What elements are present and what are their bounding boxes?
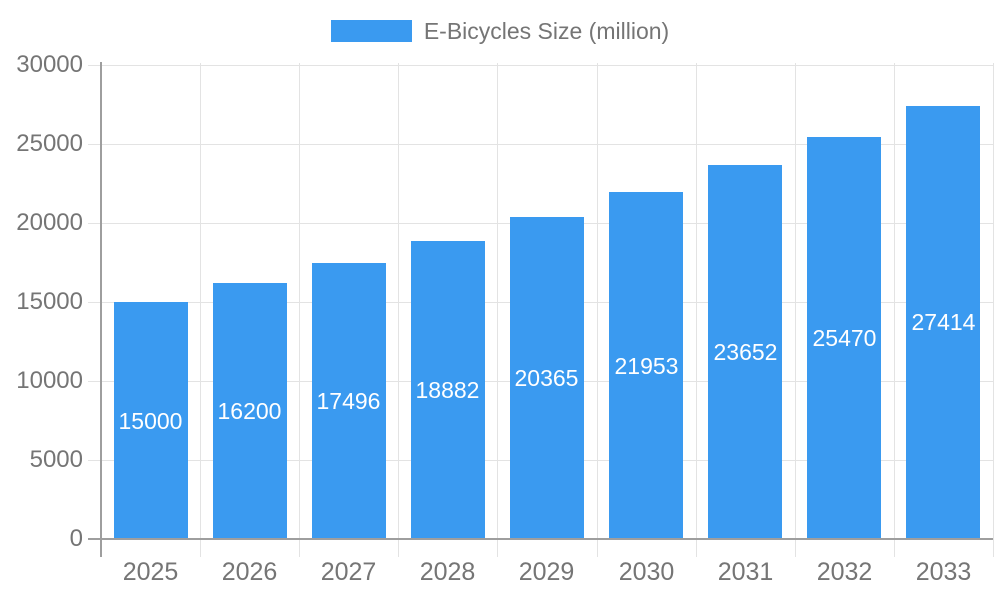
y-gridline [88, 65, 993, 66]
x-axis-tick-label: 2028 [419, 558, 476, 586]
y-axis-tick-label: 15000 [16, 288, 83, 315]
x-axis-tick-label: 2032 [816, 558, 873, 586]
y-axis-tick-label: 10000 [16, 367, 83, 394]
bar[interactable] [114, 302, 188, 538]
bar-value-label: 25470 [812, 325, 877, 351]
bar[interactable] [213, 283, 287, 538]
bar-value-label: 27414 [911, 309, 976, 335]
y-axis-line [100, 62, 102, 557]
bar[interactable] [609, 192, 683, 538]
bar[interactable] [708, 165, 782, 538]
x-gridline [200, 63, 201, 557]
x-axis-tick-label: 2031 [717, 558, 774, 586]
y-axis-tick-label: 30000 [16, 51, 83, 78]
y-axis-tick-label: 25000 [16, 130, 83, 157]
legend-label: E-Bicycles Size (million) [423, 17, 670, 44]
x-axis-tick-label: 2027 [320, 558, 377, 586]
x-gridline [497, 63, 498, 557]
y-axis-tick-label: 0 [69, 525, 83, 552]
x-axis-tick-label: 2025 [122, 558, 179, 586]
bar[interactable] [312, 263, 386, 538]
x-axis-line [88, 538, 993, 540]
x-gridline [696, 63, 697, 557]
x-gridline [894, 63, 895, 557]
bar[interactable] [510, 217, 584, 538]
y-gridline [88, 144, 993, 145]
bar-value-label: 17496 [316, 388, 381, 414]
x-gridline [597, 63, 598, 557]
y-axis-tick-label: 20000 [16, 209, 83, 236]
bar[interactable] [807, 137, 881, 538]
bar-value-label: 18882 [415, 377, 480, 403]
x-axis-tick-label: 2030 [618, 558, 675, 586]
x-axis-tick-label: 2029 [518, 558, 575, 586]
x-gridline [993, 63, 994, 557]
bar-value-label: 20365 [514, 365, 579, 391]
bar-value-label: 15000 [118, 408, 183, 434]
bar-value-label: 23652 [713, 339, 778, 365]
x-gridline [795, 63, 796, 557]
x-axis-tick-label: 2033 [915, 558, 972, 586]
bar-value-label: 16200 [217, 398, 282, 424]
x-gridline [398, 63, 399, 557]
bar[interactable] [906, 106, 980, 538]
x-gridline [299, 63, 300, 557]
bar-value-label: 21953 [614, 353, 679, 379]
legend-swatch [330, 20, 412, 42]
legend-item[interactable]: E-Bicycles Size (million) [330, 17, 670, 45]
chart-legend: E-Bicycles Size (million) [0, 16, 1000, 46]
bar[interactable] [411, 241, 485, 538]
y-axis-tick-label: 5000 [29, 446, 83, 473]
x-axis-tick-label: 2026 [221, 558, 278, 586]
